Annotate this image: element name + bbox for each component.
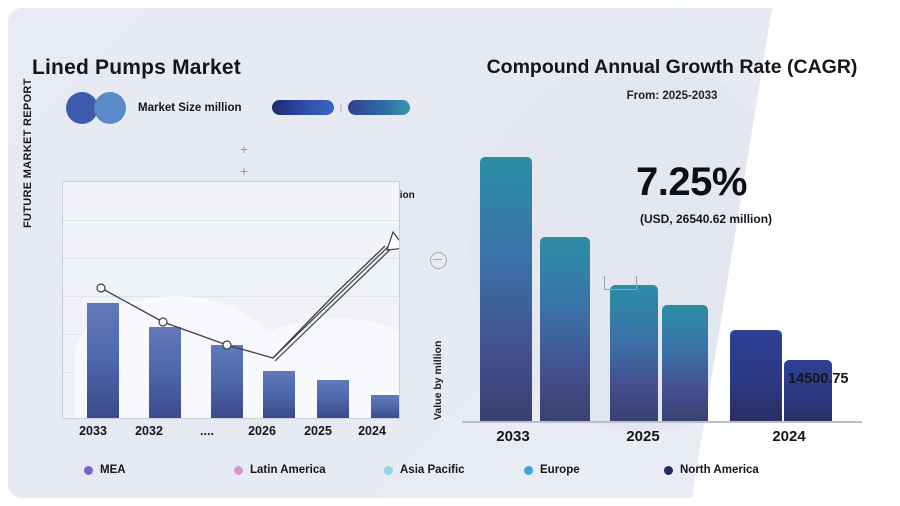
legend-dot-north-america xyxy=(664,465,673,475)
legend-item-europe[interactable]: Europe xyxy=(524,464,664,476)
rbar-2025b xyxy=(730,330,782,422)
cagr-subtitle: From: 2025-2033 xyxy=(626,90,718,102)
venn-circles-icon xyxy=(66,92,128,124)
plus-marker-icon: + xyxy=(240,141,249,157)
right-xtick-2025: 2025 xyxy=(626,428,660,445)
bar-2024 xyxy=(371,395,399,418)
minus-circle-icon xyxy=(430,252,447,269)
rbar-2032 xyxy=(540,237,590,422)
left-xtick-2024: 2024 xyxy=(358,424,386,438)
legend-item-latin-america[interactable]: Latin America xyxy=(234,464,384,476)
legend-label-latin-america: Latin America xyxy=(250,464,326,476)
market-size-legend-label: Market Size million xyxy=(138,102,242,114)
region-legend: MEA Latin America Asia Pacific Europe No… xyxy=(84,464,804,476)
brand-watermark-label: FUTURE MARKET REPORT xyxy=(22,78,34,228)
cagr-value: 7.25% xyxy=(636,160,747,204)
legend-dot-europe xyxy=(524,465,533,475)
rbar-2025 xyxy=(662,305,708,422)
legend-dot-latin-america xyxy=(234,465,243,475)
series-pill-row: | xyxy=(272,100,411,115)
bar-2032 xyxy=(149,327,181,418)
legend-dot-asia-pacific xyxy=(384,465,393,475)
legend-label-asia-pacific: Asia Pacific xyxy=(400,464,465,476)
page-title: Lined Pumps Market xyxy=(32,56,241,79)
legend-label-mea: MEA xyxy=(100,464,126,476)
left-xtick-2033: 2033 xyxy=(79,424,107,438)
legend-item-north-america[interactable]: North America xyxy=(664,464,759,476)
left-xtick-2025: 2025 xyxy=(304,424,332,438)
legend-label-europe: Europe xyxy=(540,464,580,476)
legend-item-mea[interactable]: MEA xyxy=(84,464,234,476)
rbar-2024 xyxy=(784,360,832,422)
left-xtick-ellipsis: .... xyxy=(200,424,214,438)
left-xtick-2026: 2026 xyxy=(248,424,276,438)
bar-2033 xyxy=(87,303,119,418)
right-axis-line xyxy=(462,421,862,423)
trend-line-overlay xyxy=(96,230,399,362)
right-axis-label: Value by million xyxy=(432,340,444,420)
series-pill-separator: | xyxy=(340,103,343,112)
right-xtick-2024: 2024 xyxy=(772,428,806,445)
market-size-legend-chip: Market Size million xyxy=(66,92,242,124)
right-xtick-2033: 2033 xyxy=(496,428,530,445)
legend-label-north-america: North America xyxy=(680,464,759,476)
series-pill-secondary xyxy=(348,100,411,115)
left-xtick-2032: 2032 xyxy=(135,424,163,438)
plus-marker-icon: + xyxy=(240,163,249,179)
left-market-size-chart xyxy=(62,181,400,419)
bar-2026 xyxy=(263,371,295,418)
bar-dots xyxy=(211,345,243,418)
bar-2025 xyxy=(317,380,349,418)
rbar-2033 xyxy=(480,157,532,422)
end-value-label: 14500.75 xyxy=(788,371,849,387)
cagr-title: Compound Annual Growth Rate (CAGR) xyxy=(486,56,858,78)
callout-bracket xyxy=(604,276,637,290)
legend-item-asia-pacific[interactable]: Asia Pacific xyxy=(384,464,524,476)
legend-dot-mea xyxy=(84,465,93,475)
series-pill-primary xyxy=(272,100,334,115)
right-cagr-chart xyxy=(462,150,882,422)
cagr-note: (USD, 26540.62 million) xyxy=(640,212,773,226)
rbar-2026 xyxy=(610,285,658,422)
